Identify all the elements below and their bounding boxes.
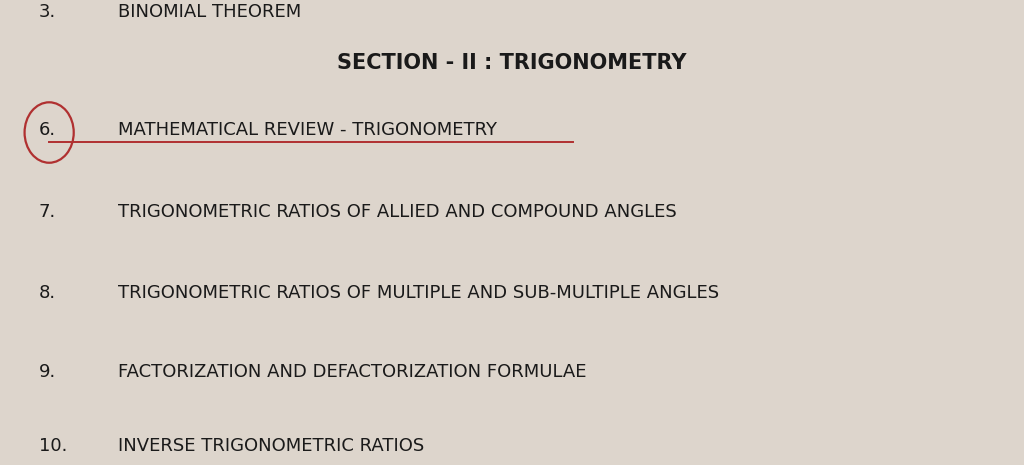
Text: 3.: 3. bbox=[39, 3, 56, 20]
Text: 10.: 10. bbox=[39, 438, 68, 455]
Text: TRIGONOMETRIC RATIOS OF ALLIED AND COMPOUND ANGLES: TRIGONOMETRIC RATIOS OF ALLIED AND COMPO… bbox=[118, 203, 677, 220]
Text: 9.: 9. bbox=[39, 363, 56, 381]
Text: BINOMIAL THEOREM: BINOMIAL THEOREM bbox=[118, 3, 301, 20]
Text: INVERSE TRIGONOMETRIC RATIOS: INVERSE TRIGONOMETRIC RATIOS bbox=[118, 438, 424, 455]
Text: 6.: 6. bbox=[39, 121, 56, 139]
Text: MATHEMATICAL REVIEW - TRIGONOMETRY: MATHEMATICAL REVIEW - TRIGONOMETRY bbox=[118, 121, 497, 139]
Text: SECTION - II : TRIGONOMETRY: SECTION - II : TRIGONOMETRY bbox=[337, 53, 687, 73]
Text: TRIGONOMETRIC RATIOS OF MULTIPLE AND SUB-MULTIPLE ANGLES: TRIGONOMETRIC RATIOS OF MULTIPLE AND SUB… bbox=[118, 284, 719, 302]
Text: 8.: 8. bbox=[39, 284, 56, 302]
Text: FACTORIZATION AND DEFACTORIZATION FORMULAE: FACTORIZATION AND DEFACTORIZATION FORMUL… bbox=[118, 363, 587, 381]
Text: 7.: 7. bbox=[39, 203, 56, 220]
